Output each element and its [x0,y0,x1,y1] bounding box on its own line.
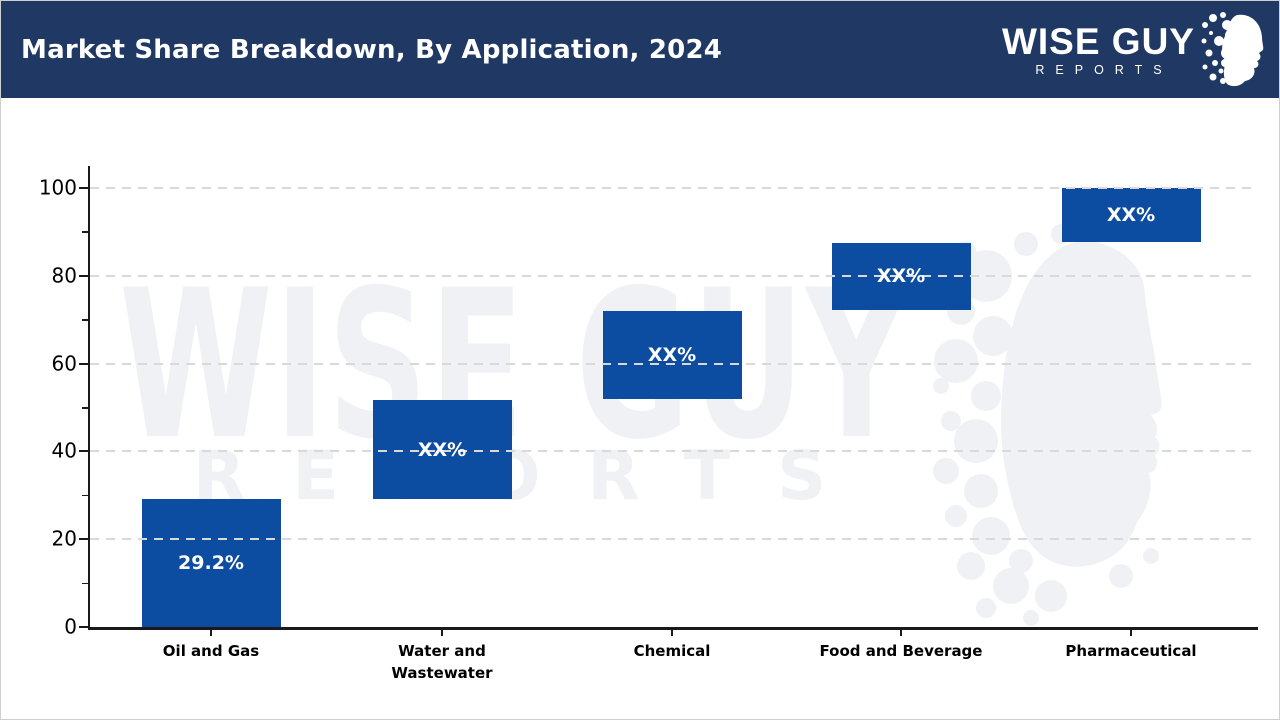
y-tick-label-60: 60 [51,351,77,376]
wise-guy-logo: WISE GUY REPORTS [1002,11,1265,89]
x-tick-mark-1 [441,629,443,636]
bar-value-label-0: 29.2% [178,551,244,574]
logo-brand-name: WISE GUY [1001,20,1195,62]
x-tick-mark-4 [1130,629,1132,636]
y-tick-label-100: 100 [38,175,77,200]
y-tick-mark-60 [79,362,88,365]
bar-value-label-1: XX% [417,438,467,461]
x-tick-mark-0 [210,629,212,636]
y-tick-mark-80 [79,274,88,277]
y-tick-label-0: 0 [64,614,77,639]
bar-value-label-4: XX% [1106,203,1156,226]
category-label-0: Oil and Gas [162,642,260,660]
y-axis-line [88,166,90,629]
y-minor-tick-10 [82,582,88,585]
chart-title: Market Share Breakdown, By Application, … [21,34,723,65]
bar-segment-4 [1061,188,1201,242]
gridline-40 [90,450,1258,453]
gridline-20 [90,538,1258,541]
gridline-100 [90,187,1258,189]
y-minor-tick-50 [82,407,88,409]
y-tick-label-20: 20 [51,526,77,551]
category-label-3: Food and Beverage [819,642,983,660]
x-tick-mark-3 [900,629,902,636]
bar-segment-0 [141,498,281,627]
gridline-60 [90,362,1258,365]
y-tick-mark-20 [79,538,88,541]
x-axis-line [88,627,1258,630]
category-label-2: Chemical [633,642,711,660]
y-minor-tick-30 [82,494,88,497]
logo-text: WISE GUY REPORTS [1002,23,1195,77]
gridline-80 [90,274,1258,277]
y-minor-tick-90 [82,231,88,233]
category-label-4: Pharmaceutical [1065,642,1197,660]
watermark-line2: REPORTS [193,437,874,516]
y-tick-label-40: 40 [51,438,77,463]
watermark-line1: WISE GUY [119,247,909,485]
category-label-1: Water and Wastewater [391,642,493,682]
bar-value-label-2: XX% [647,344,697,367]
y-minor-tick-70 [82,319,88,321]
watermark-face-icon [933,224,1162,626]
bar-segment-1 [372,400,512,499]
y-tick-mark-0 [79,626,88,628]
y-tick-mark-100 [79,187,88,189]
header: Market Share Breakdown, By Application, … [1,1,1279,98]
x-tick-mark-2 [671,629,673,636]
bar-value-label-3: XX% [876,265,926,288]
logo-brand-sub: REPORTS [1035,62,1173,77]
y-tick-mark-40 [79,450,88,453]
logo-face-icon [1201,11,1264,86]
y-tick-label-80: 80 [51,263,77,288]
bar-segment-2 [602,310,742,400]
